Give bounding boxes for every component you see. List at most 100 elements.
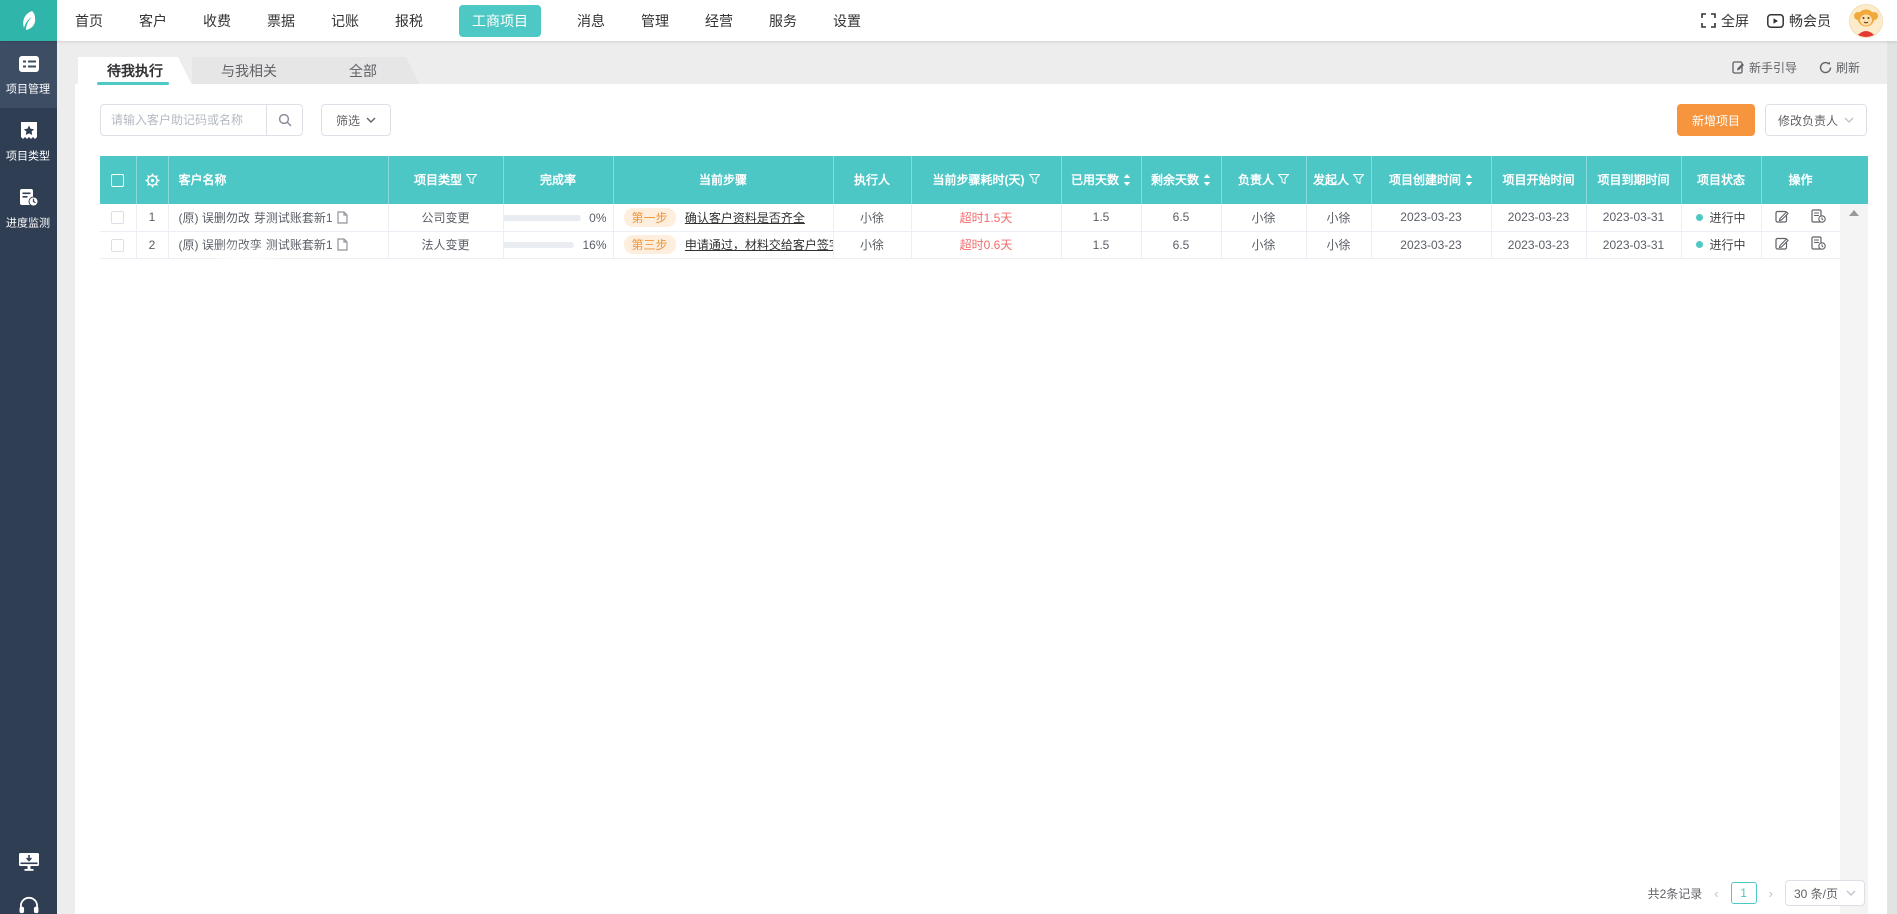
search-button[interactable] [266,104,303,136]
row-checkbox[interactable] [111,238,125,252]
table-row[interactable]: 1 (原) 误删勿改 芽测试账套新1 公司变更 0% 第一步 [100,204,1841,232]
play-member-icon [1767,13,1784,28]
row-checkbox[interactable] [111,211,125,225]
edit-icon [1775,210,1789,223]
executor: 小徐 [833,204,912,232]
monkey-avatar-icon [1850,4,1882,37]
status-badge: 进行中 [1696,209,1746,226]
nav-item-invoices[interactable]: 票据 [267,12,295,29]
document-icon[interactable] [336,211,348,224]
nav-item-services[interactable]: 服务 [769,12,797,29]
sidebar-item-label: 项目类型 [6,149,51,163]
edit-action-button[interactable] [1775,209,1789,223]
page-number[interactable]: 1 [1730,882,1757,904]
nav-item-business-projects[interactable]: 工商项目 [459,4,541,37]
select-all-checkbox[interactable] [111,173,125,187]
nav-item-settings[interactable]: 设置 [833,12,861,29]
file-clock-action-button[interactable] [1811,236,1826,250]
project-type: 公司变更 [388,204,504,232]
filter-icon [1028,174,1040,185]
change-owner-button[interactable]: 修改负责人 [1764,104,1867,136]
redaction-blur [201,249,275,427]
nav-item-messages[interactable]: 消息 [577,12,605,29]
col-project-type[interactable]: 项目类型 [388,156,504,204]
col-owner[interactable]: 负责人 [1221,156,1307,204]
sidebar-item-project-type[interactable]: 项目类型 [0,108,57,175]
projects-table: 客户名称 项目类型 完成率 当前步骤 执行人 当前步骤耗时(天) 已用天数 剩余… [100,156,1841,427]
step-link[interactable]: 确认客户资料是否齐全 [684,210,805,225]
refresh-button[interactable]: 刷新 [1819,59,1860,76]
tab-pending-mine[interactable]: 待我执行 [78,57,192,85]
fullscreen-button[interactable]: 全屏 [1701,11,1749,31]
col-current-step: 当前步骤 [613,156,834,204]
file-clock-action-button[interactable] [1811,209,1826,223]
nav-item-operations[interactable]: 经营 [705,12,733,29]
file-clock-icon [1811,236,1826,250]
tab-related-to-me[interactable]: 与我相关 [192,57,306,85]
nav-item-customers[interactable]: 客户 [139,12,167,29]
col-start-date: 项目开始时间 [1491,156,1587,204]
document-icon[interactable] [336,238,348,251]
prev-page-button[interactable]: ‹ [1714,885,1719,901]
nav-item-admin[interactable]: 管理 [641,12,669,29]
tab-all[interactable]: 全部 [306,57,420,85]
table-scrollbar[interactable] [1840,156,1868,914]
table-row[interactable]: 2 (原) 误删勿改孪 测试账套新1 法人变更 16% 第三 [100,231,1841,259]
user-avatar[interactable] [1849,3,1883,38]
edit-action-button[interactable] [1775,236,1789,250]
nav-item-bookkeeping[interactable]: 记账 [331,12,359,29]
sort-icon [1203,173,1211,186]
member-button[interactable]: 畅会员 [1767,11,1831,31]
toolbar: 筛选 新增项目 修改负责人 [100,104,1867,136]
col-days-left[interactable]: 剩余天数 [1141,156,1222,204]
days-left: 6.5 [1141,204,1222,232]
toolbar-right: 新增项目 修改负责人 [1676,104,1867,136]
sidebar-item-project-manage[interactable]: 项目管理 [0,41,57,108]
app-logo[interactable] [0,0,57,41]
window-scrollbar[interactable] [1887,41,1897,914]
owner: 小徐 [1221,231,1307,259]
search-input[interactable] [100,104,266,136]
col-status: 项目状态 [1681,156,1762,204]
main-area: 待我执行 与我相关 全部 新手引导 [57,41,1897,914]
filter-button[interactable]: 筛选 [321,104,392,136]
page-size-select[interactable]: 30 条/页 [1784,880,1865,906]
scroll-up-arrow-icon[interactable] [1849,210,1859,216]
active-tab-underline [97,82,169,85]
days-used: 1.5 [1061,231,1142,259]
fullscreen-icon [1701,13,1716,28]
chevron-down-icon [1846,890,1856,896]
add-project-button[interactable]: 新增项目 [1676,104,1755,136]
owner: 小徐 [1221,204,1307,232]
nav-item-tax[interactable]: 报税 [395,12,423,29]
table-header-row: 客户名称 项目类型 完成率 当前步骤 执行人 当前步骤耗时(天) 已用天数 剩余… [100,156,1841,204]
start-date: 2023-03-23 [1491,204,1587,232]
days-used: 1.5 [1061,204,1142,232]
start-date: 2023-03-23 [1491,231,1587,259]
sidebar: 项目管理 项目类型 进度监测 [0,41,57,914]
guide-button[interactable]: 新手引导 [1732,59,1797,76]
col-created[interactable]: 项目创建时间 [1371,156,1492,204]
search-icon [278,113,292,127]
headset-icon[interactable] [17,896,41,914]
sidebar-item-progress-monitor[interactable]: 进度监测 [0,175,57,242]
nav-item-fees[interactable]: 收费 [203,12,231,29]
col-initiator[interactable]: 发起人 [1306,156,1372,204]
progress-bar: 16% [503,238,607,252]
col-due-date: 项目到期时间 [1586,156,1682,204]
nav-item-home[interactable]: 首页 [75,12,103,29]
initiator: 小徐 [1306,204,1372,232]
col-step-days[interactable]: 当前步骤耗时(天) [911,156,1062,204]
step-link[interactable]: 申请通过，材料交给客户签字 [684,238,833,252]
customer-name: (原) 误删勿改孪 测试账套新1 [179,236,348,253]
next-page-button[interactable]: › [1768,885,1773,901]
gear-icon[interactable] [144,172,160,188]
strip-links: 新手引导 刷新 [1732,59,1860,76]
col-days-used[interactable]: 已用天数 [1061,156,1142,204]
client-download-icon[interactable] [18,852,40,872]
chevron-down-icon [1844,117,1854,123]
guide-doc-icon [1732,61,1744,74]
leaf-logo-icon [22,10,35,30]
created-date: 2023-03-23 [1371,204,1492,232]
status-badge: 进行中 [1696,236,1746,253]
